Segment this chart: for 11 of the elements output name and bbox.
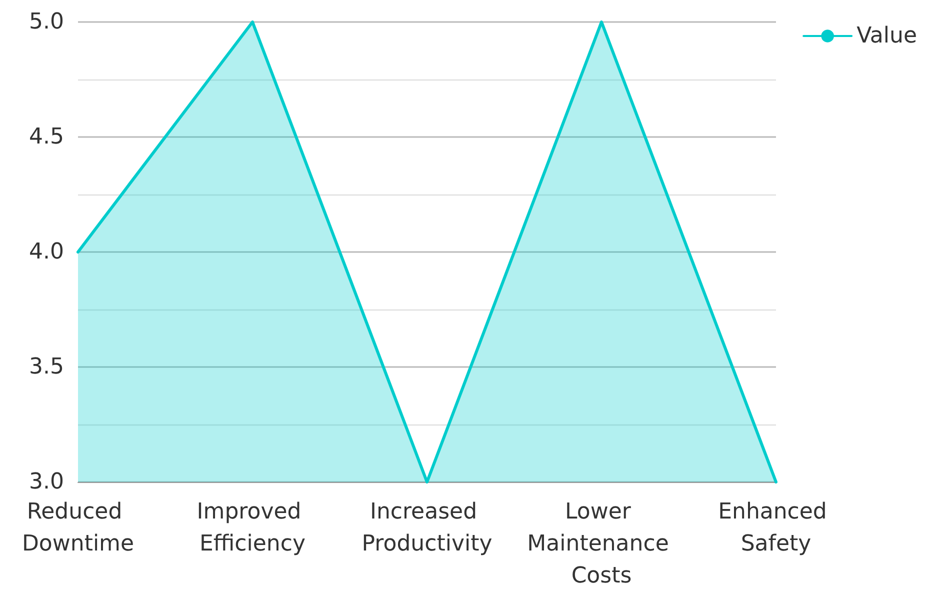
y-tick-label: 4.5 bbox=[29, 124, 64, 150]
y-tick-label: 5.0 bbox=[29, 10, 64, 34]
y-tick-label: 4.0 bbox=[29, 240, 64, 264]
x-tick-label: Enhanced Safety bbox=[718, 500, 834, 556]
x-tick-label: Lower Maintenance Costs bbox=[527, 500, 676, 588]
legend-label: Value bbox=[856, 24, 918, 48]
y-tick-label: 3.5 bbox=[29, 354, 64, 380]
x-tick-label: Improved Efficiency bbox=[196, 500, 308, 556]
y-tick-label: 3.0 bbox=[29, 470, 64, 494]
x-tick-label: Reduced Downtime bbox=[22, 500, 134, 556]
x-tick-label: Increased Productivity bbox=[362, 500, 492, 556]
